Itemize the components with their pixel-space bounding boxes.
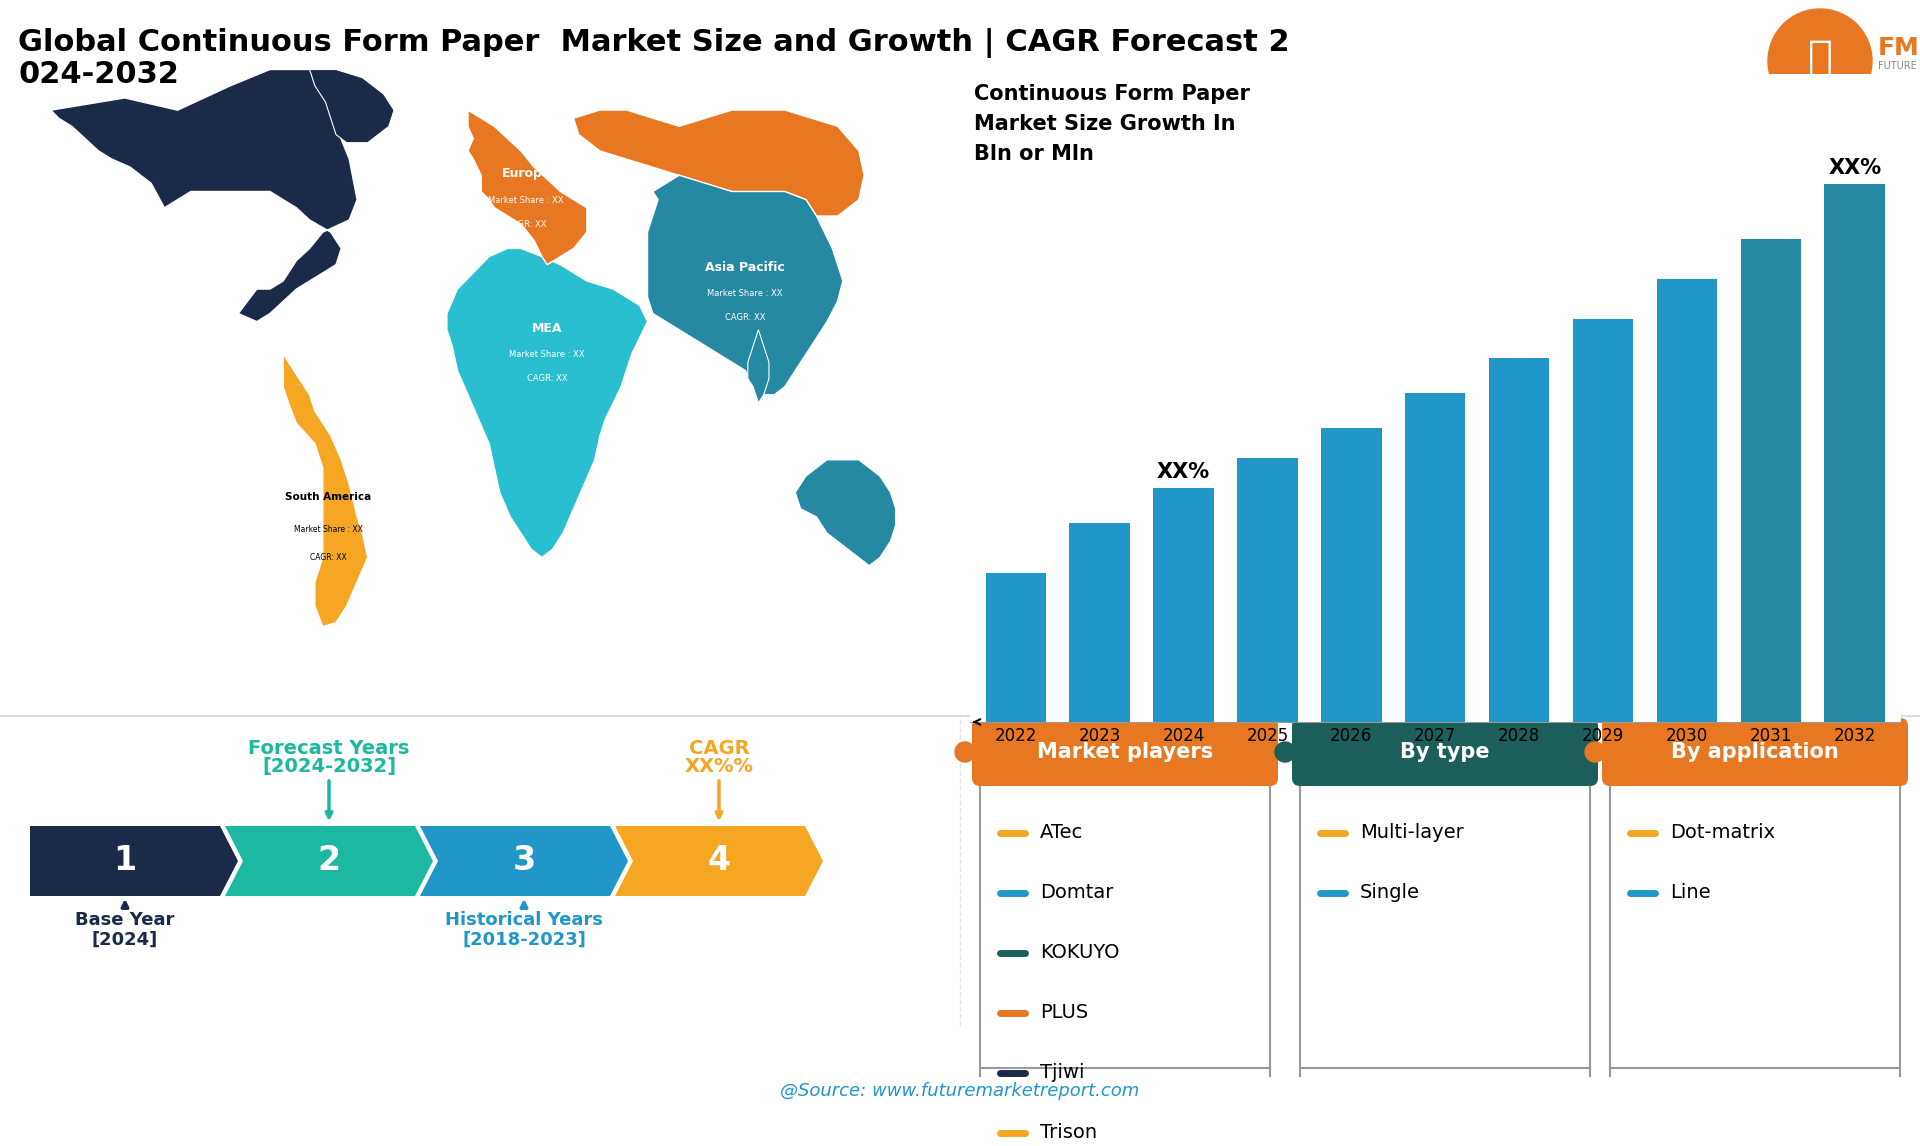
Text: XX%: XX% — [1158, 462, 1210, 482]
Polygon shape — [225, 826, 434, 896]
Text: 2: 2 — [317, 845, 340, 878]
Bar — [1572, 319, 1634, 722]
Circle shape — [1586, 741, 1605, 762]
Polygon shape — [614, 826, 824, 896]
Text: Continuous Form Paper
Market Size Growth In
Bln or Mln: Continuous Form Paper Market Size Growth… — [973, 85, 1250, 164]
FancyBboxPatch shape — [1601, 719, 1908, 786]
FancyBboxPatch shape — [1292, 719, 1597, 786]
Text: Trison: Trison — [1041, 1123, 1096, 1143]
Text: Line: Line — [1670, 884, 1711, 903]
Bar — [1405, 393, 1465, 722]
Polygon shape — [795, 460, 895, 566]
Polygon shape — [574, 110, 864, 215]
Circle shape — [954, 741, 975, 762]
Polygon shape — [420, 826, 628, 896]
FancyBboxPatch shape — [972, 719, 1279, 786]
Text: Base Year: Base Year — [75, 911, 175, 929]
Circle shape — [1768, 9, 1872, 113]
Bar — [1154, 488, 1213, 722]
Text: CAGR: XX: CAGR: XX — [726, 314, 766, 322]
Text: ATec: ATec — [1041, 824, 1083, 842]
Bar — [1236, 458, 1298, 722]
Bar — [1824, 185, 1885, 722]
Text: Europe: Europe — [501, 167, 551, 180]
Polygon shape — [31, 826, 238, 896]
Bar — [1657, 278, 1716, 722]
Text: XX%: XX% — [1828, 158, 1882, 178]
Text: South America: South America — [284, 493, 371, 502]
Text: Market Share : XX: Market Share : XX — [488, 196, 564, 204]
Text: Forecast Years: Forecast Years — [248, 739, 409, 758]
Polygon shape — [747, 330, 768, 403]
Text: PLUS: PLUS — [1041, 1004, 1089, 1022]
Text: North
America: North America — [202, 191, 259, 220]
Text: FUTURE MARKET REPORT: FUTURE MARKET REPORT — [1878, 61, 1920, 71]
Text: Historical Years: Historical Years — [445, 911, 603, 929]
Polygon shape — [282, 354, 367, 627]
Text: By application: By application — [1670, 741, 1839, 762]
Text: 𝓕: 𝓕 — [1807, 37, 1832, 79]
Text: [2024]: [2024] — [92, 931, 157, 949]
Text: Market players: Market players — [1037, 741, 1213, 762]
Text: CAGR: XX: CAGR: XX — [209, 265, 252, 274]
Text: MEA: MEA — [532, 322, 563, 335]
Polygon shape — [647, 175, 843, 395]
Polygon shape — [468, 110, 588, 265]
Polygon shape — [447, 249, 647, 557]
Text: CAGR: XX: CAGR: XX — [505, 220, 547, 229]
Text: Single: Single — [1359, 884, 1421, 903]
Circle shape — [1275, 741, 1294, 762]
Text: 1: 1 — [113, 845, 136, 878]
Text: Dot-matrix: Dot-matrix — [1670, 824, 1776, 842]
Text: Market Share : XX: Market Share : XX — [509, 350, 586, 359]
Text: Domtar: Domtar — [1041, 884, 1114, 903]
Text: [2024-2032]: [2024-2032] — [261, 758, 396, 776]
Polygon shape — [309, 70, 394, 143]
Bar — [1488, 359, 1549, 722]
Text: CAGR: XX: CAGR: XX — [526, 375, 568, 384]
Text: 3: 3 — [513, 845, 536, 878]
Text: @Source: www.futuremarketreport.com: @Source: www.futuremarketreport.com — [780, 1082, 1140, 1100]
Text: CAGR: XX: CAGR: XX — [309, 554, 346, 563]
Text: Global Continuous Form Paper  Market Size and Growth | CAGR Forecast 2: Global Continuous Form Paper Market Size… — [17, 28, 1290, 58]
Bar — [1069, 523, 1129, 722]
Text: Market Share : XX: Market Share : XX — [294, 525, 363, 534]
Text: 024-2032: 024-2032 — [17, 60, 179, 89]
Text: Tjiwi: Tjiwi — [1041, 1063, 1085, 1083]
Text: FMR: FMR — [1878, 36, 1920, 60]
Polygon shape — [50, 70, 357, 322]
Text: Market Share : XX: Market Share : XX — [192, 241, 269, 250]
Bar — [985, 573, 1046, 722]
Text: KOKUYO: KOKUYO — [1041, 943, 1119, 963]
Text: XX%%: XX%% — [685, 758, 753, 776]
Text: By type: By type — [1400, 741, 1490, 762]
Text: 4: 4 — [707, 845, 732, 878]
Text: CAGR: CAGR — [689, 739, 749, 758]
Text: Market Share : XX: Market Share : XX — [707, 289, 783, 298]
Text: Multi-layer: Multi-layer — [1359, 824, 1463, 842]
Bar — [1741, 238, 1801, 722]
Bar — [1321, 429, 1382, 722]
Text: [2018-2023]: [2018-2023] — [463, 931, 586, 949]
Text: Asia Pacific: Asia Pacific — [705, 260, 785, 274]
